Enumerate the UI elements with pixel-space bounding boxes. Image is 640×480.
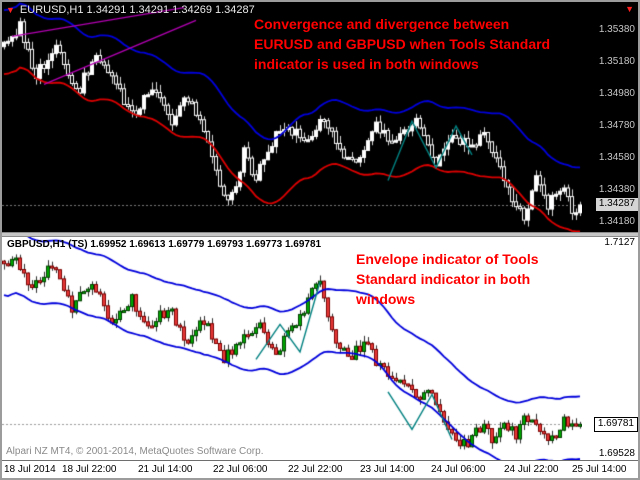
eurusd-annotation: Convergence and divergence between EURUS… bbox=[254, 14, 550, 74]
price-tick-label: 1.7127 bbox=[604, 237, 635, 248]
time-axis-label: 25 Jul 14:00 bbox=[572, 464, 627, 475]
time-axis-label: 24 Jul 22:00 bbox=[504, 464, 559, 475]
price-tick-label: 1.34580 bbox=[598, 152, 635, 164]
annotation-line: EURUSD and GBPUSD when Tools Standard bbox=[254, 36, 551, 52]
annotation-line: Standard indicator in both bbox=[356, 271, 531, 287]
window-separator[interactable] bbox=[2, 232, 638, 237]
time-axis-label: 18 Jul 22:00 bbox=[62, 464, 117, 475]
time-axis-label: 22 Jul 22:00 bbox=[288, 464, 343, 475]
chart-window-gbpusd[interactable]: 1.7127 1.69528 1.69781 GBPUSD,H1 (TS) 1.69… bbox=[2, 237, 638, 460]
time-axis[interactable]: 18 Jul 2014 18 Jul 22:00 21 Jul 14:00 22… bbox=[2, 460, 638, 478]
eurusd-window-title: ▼ EURUSD,H1 1.34291 1.34291 1.34269 1.34… bbox=[6, 4, 255, 16]
gbpusd-annotation: Envelope indicator of Tools Standard ind… bbox=[356, 249, 539, 309]
symbol-down-arrow-icon: ▼ bbox=[6, 4, 15, 15]
price-tick-label: 1.69528 bbox=[598, 448, 635, 459]
price-tick-label: 1.34780 bbox=[598, 120, 635, 132]
eurusd-chart-canvas[interactable] bbox=[2, 2, 582, 232]
time-axis-label: 23 Jul 14:00 bbox=[360, 464, 415, 475]
price-tick-label: 1.34380 bbox=[598, 184, 635, 196]
copyright-text: Alpari NZ MT4, © 2001-2014, MetaQuotes S… bbox=[6, 446, 264, 457]
time-axis-label: 22 Jul 06:00 bbox=[213, 464, 268, 475]
gbpusd-chart-canvas[interactable] bbox=[2, 237, 582, 460]
price-tick-label: 1.35180 bbox=[598, 56, 635, 68]
current-price-label: 1.69781 bbox=[593, 417, 638, 433]
time-axis-label: 24 Jul 06:00 bbox=[431, 464, 486, 475]
annotation-line: Envelope indicator of Tools bbox=[356, 251, 539, 267]
eurusd-price-axis[interactable]: 1.35380 1.35180 1.34980 1.34780 1.34580 1.343… bbox=[582, 2, 638, 232]
price-tick-label: 1.34980 bbox=[598, 88, 635, 100]
price-tick-label: 1.35380 bbox=[598, 24, 635, 35]
chart-window-eurusd[interactable]: 1.35380 1.35180 1.34980 1.34780 1.34580 1.343… bbox=[2, 2, 638, 232]
gbpusd-price-axis[interactable]: 1.7127 1.69528 1.69781 bbox=[582, 237, 638, 460]
scroll-end-marker-icon[interactable]: ▼ bbox=[625, 4, 634, 14]
time-axis-label: 21 Jul 14:00 bbox=[138, 464, 193, 475]
annotation-line: windows bbox=[356, 291, 416, 307]
price-tick-label: 1.34180 bbox=[598, 216, 635, 228]
annotation-line: indicator is used in both windows bbox=[254, 56, 479, 72]
gbpusd-window-title: GBPUSD,H1 (TS) 1.69952 1.69613 1.69779 1… bbox=[7, 239, 322, 250]
annotation-line: Convergence and divergence between bbox=[254, 16, 510, 32]
eurusd-title-text: EURUSD,H1 1.34291 1.34291 1.34269 1.3428… bbox=[19, 4, 255, 16]
time-axis-label: 18 Jul 2014 bbox=[4, 464, 56, 475]
current-price-label: 1.34287 bbox=[595, 197, 638, 211]
